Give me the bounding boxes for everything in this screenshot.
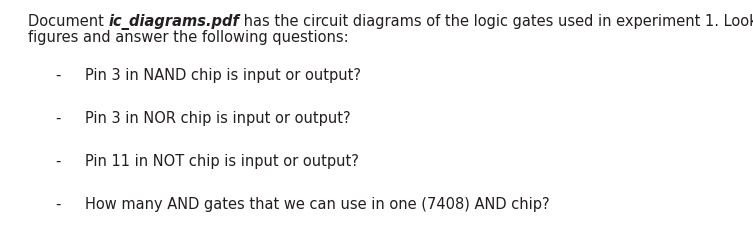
Text: -: - bbox=[55, 197, 60, 212]
Text: -: - bbox=[55, 111, 60, 126]
Text: -: - bbox=[55, 154, 60, 169]
Text: Pin 3 in NOR chip is input or output?: Pin 3 in NOR chip is input or output? bbox=[85, 111, 351, 126]
Text: Pin 3 in NAND chip is input or output?: Pin 3 in NAND chip is input or output? bbox=[85, 68, 361, 83]
Text: -: - bbox=[55, 68, 60, 83]
Text: Pin 11 in NOT chip is input or output?: Pin 11 in NOT chip is input or output? bbox=[85, 154, 359, 169]
Text: Document: Document bbox=[28, 14, 108, 29]
Text: ic_diagrams.pdf: ic_diagrams.pdf bbox=[108, 14, 239, 30]
Text: has the circuit diagrams of the logic gates used in experiment 1. Look at the: has the circuit diagrams of the logic ga… bbox=[239, 14, 753, 29]
Text: figures and answer the following questions:: figures and answer the following questio… bbox=[28, 30, 349, 45]
Text: How many AND gates that we can use in one (7408) AND chip?: How many AND gates that we can use in on… bbox=[85, 197, 550, 212]
